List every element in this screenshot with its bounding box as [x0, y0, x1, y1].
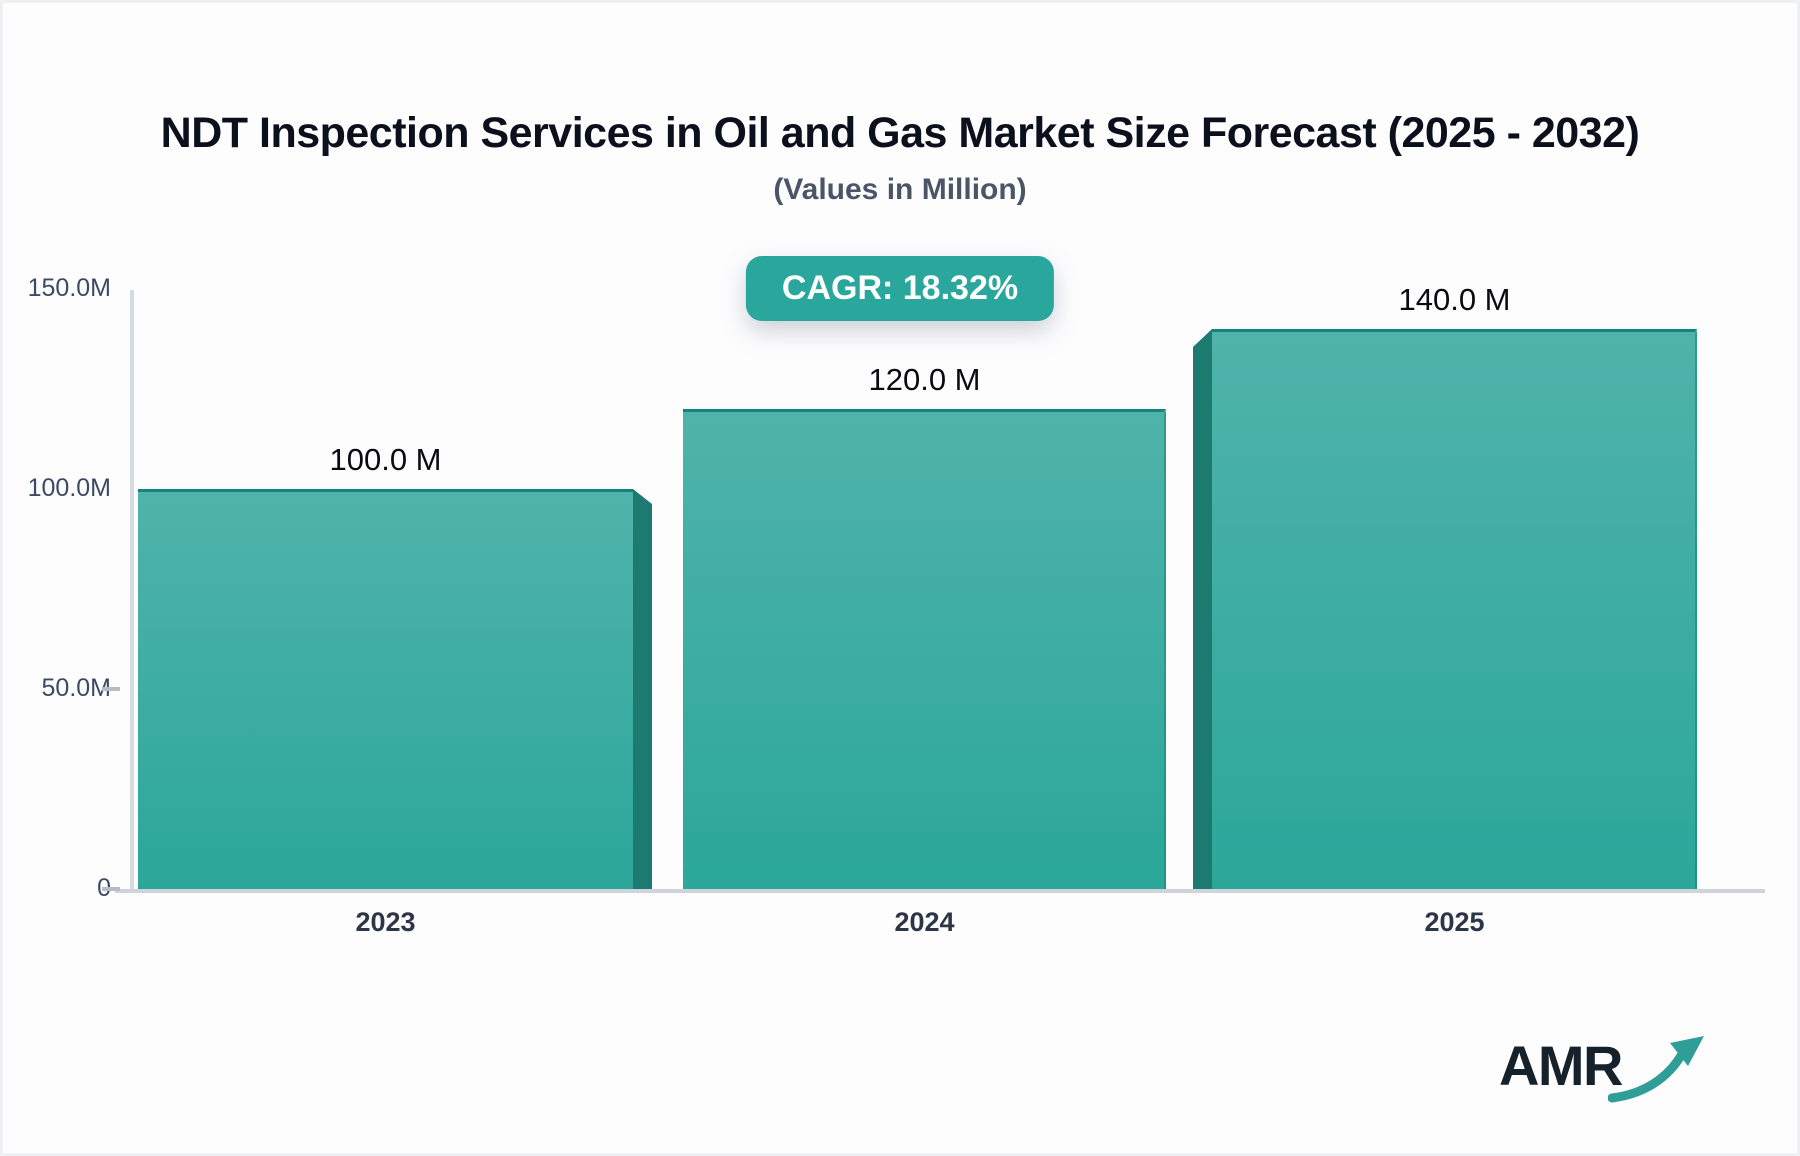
bar-3d-side-2023	[633, 489, 652, 889]
bar-2023	[138, 489, 633, 889]
bar-2024	[683, 409, 1166, 889]
bar-value-label-2023: 100.0 M	[329, 442, 442, 477]
bar-value-label-2024: 120.0 M	[868, 362, 981, 397]
x-axis-label-2024: 2024	[894, 907, 955, 937]
bar-2025	[1212, 329, 1697, 889]
y-axis-tick-label: 50.0M	[41, 674, 111, 702]
chart-subtitle: (Values in Million)	[773, 173, 1027, 206]
y-axis-line	[130, 290, 134, 891]
x-axis-label-2025: 2025	[1424, 907, 1485, 937]
trending-up-arrow-icon	[1608, 1036, 1704, 1103]
x-axis-label-2023: 2023	[355, 907, 416, 937]
y-axis-tick-label: 100.0M	[27, 474, 111, 502]
amr-logo: AMR	[1498, 1034, 1712, 1110]
bar-value-label-2025: 140.0 M	[1398, 282, 1511, 317]
cagr-badge: CAGR: 18.32%	[745, 256, 1055, 321]
y-axis-tick-label: 0	[3, 874, 111, 903]
bar-3d-side-2025	[1193, 329, 1212, 889]
x-axis-line	[115, 889, 1765, 893]
plot-area: 150.0M 100.0M 50.0M 0 100.0 M 2023 120.0 M 2024…	[3, 3, 1797, 1153]
y-axis-tick-mark	[102, 687, 120, 691]
amr-logo-text: AMR	[1498, 1034, 1624, 1097]
chart-title: NDT Inspection Services in Oil and Gas M…	[160, 109, 1640, 157]
y-axis-tick-mark	[102, 887, 120, 891]
y-axis-tick-label: 150.0M	[27, 274, 111, 302]
